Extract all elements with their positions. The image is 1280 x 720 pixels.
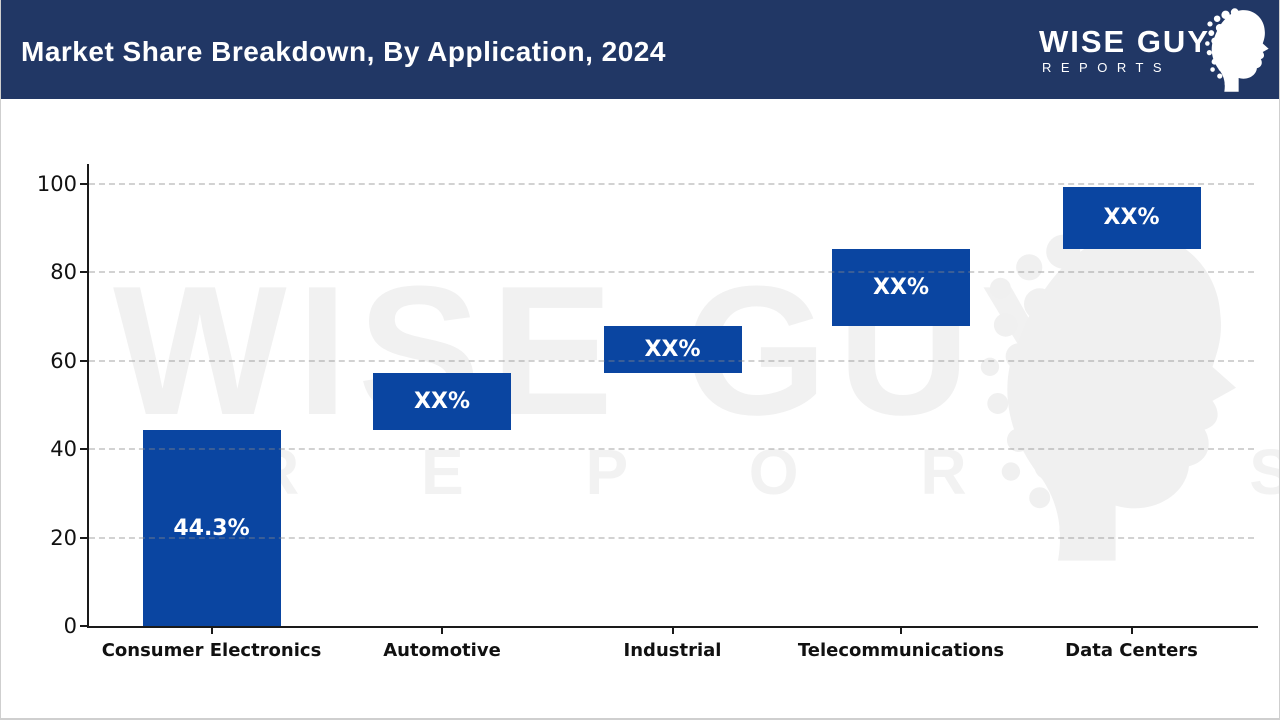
bar-value-label-consumer-electronics: 44.3% [173, 515, 250, 541]
y-tick-40 [80, 448, 89, 451]
y-tick-label-100: 100 [36, 172, 77, 196]
bar-telecommunications: XX% [832, 248, 970, 327]
y-tick-label-20: 20 [50, 525, 77, 550]
y-axis-line [87, 164, 89, 628]
y-tick-label-80: 80 [50, 260, 77, 285]
bar-industrial: XX% [603, 326, 742, 373]
logo-text: WISE GUY REPORTS [1038, 23, 1210, 76]
y-tick-80 [80, 271, 89, 274]
y-tick-0 [80, 625, 89, 627]
bar-data-centers: XX% [1062, 186, 1201, 249]
bar-value-label-data-centers: XX% [1103, 205, 1160, 231]
logo-wise-guy-label: WISE GUY [1038, 23, 1210, 59]
x-category-label-industrial: Industrial [623, 640, 722, 661]
gridline-80 [89, 271, 1254, 274]
y-tick-100 [80, 183, 89, 185]
bar-automotive: XX% [373, 372, 511, 431]
gridline-60 [89, 359, 1254, 362]
x-tick-industrial [671, 626, 674, 634]
x-category-label-data-centers: Data Centers [1065, 640, 1198, 661]
header-bar: Market Share Breakdown, By Application, … [1, 0, 1279, 99]
x-category-label-telecommunications: Telecommunications [797, 640, 1005, 661]
logo-reports-label: REPORTS [1041, 59, 1172, 75]
gridline-100 [89, 183, 1254, 185]
chart-title: Market Share Breakdown, By Application, … [21, 36, 666, 67]
y-tick-label-0: 0 [63, 614, 77, 638]
x-tick-telecommunications [900, 626, 902, 634]
bar-value-label-industrial: XX% [644, 337, 701, 363]
x-tick-automotive [441, 626, 443, 634]
y-tick-label-40: 40 [50, 437, 77, 462]
x-tick-consumer-electronics [210, 626, 213, 634]
y-tick-20 [80, 536, 89, 539]
bar-value-label-automotive: XX% [414, 388, 470, 414]
y-tick-label-60: 60 [50, 348, 77, 373]
bar-value-label-telecommunications: XX% [873, 275, 929, 301]
wise-guy-reports-logo: WISE GUY REPORTS [1039, 6, 1274, 94]
x-tick-data-centers [1130, 626, 1133, 634]
x-category-label-automotive: Automotive [383, 640, 501, 661]
bar-consumer-electronics: 44.3% [142, 430, 281, 626]
logo-head-profile-icon [1205, 8, 1269, 92]
gridline-40 [89, 448, 1254, 451]
x-category-label-consumer-electronics: Consumer Electronics [101, 640, 322, 661]
y-tick-60 [80, 359, 89, 362]
gridline-20 [89, 536, 1254, 539]
